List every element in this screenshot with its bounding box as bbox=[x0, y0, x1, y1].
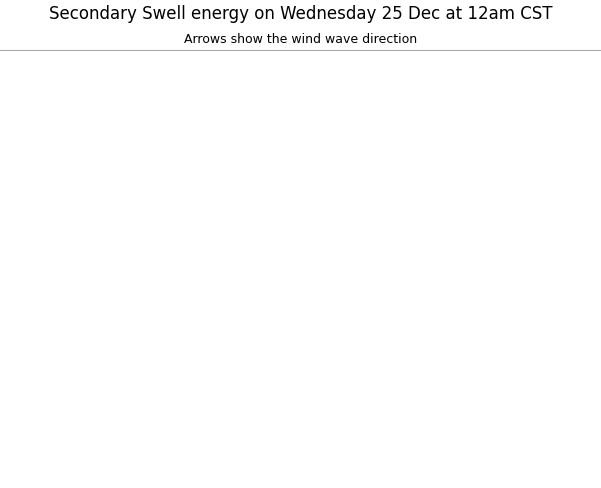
Text: Arrows show the wind wave direction: Arrows show the wind wave direction bbox=[184, 34, 417, 46]
Text: cartopy required: cartopy required bbox=[243, 263, 358, 277]
Text: Secondary Swell energy on Wednesday 25 Dec at 12am CST: Secondary Swell energy on Wednesday 25 D… bbox=[49, 5, 552, 23]
